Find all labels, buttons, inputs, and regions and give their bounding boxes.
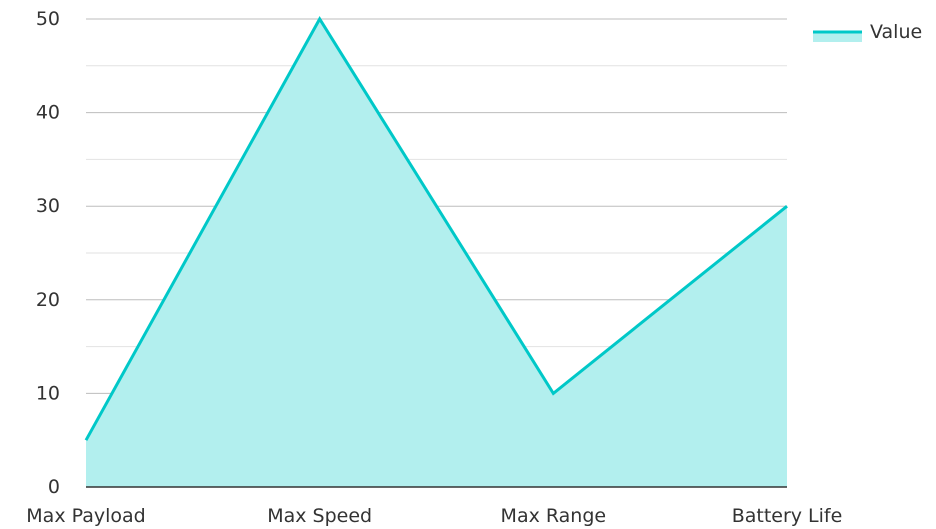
series-area-layer (84, 16, 788, 487)
y-tick-label: 30 (36, 195, 60, 217)
series-line (84, 16, 788, 441)
series-area-fill (86, 19, 787, 487)
legend: Value (813, 21, 922, 43)
x-axis-ticks: Max Payload Max Speed Max Range Battery Lif… (26, 505, 842, 527)
y-tick-label: 10 (36, 382, 60, 404)
y-tick-label: 0 (48, 476, 60, 498)
x-tick-label: Max Speed (267, 505, 372, 527)
legend-swatch-fill (813, 32, 862, 42)
x-tick-label: Max Payload (26, 505, 145, 527)
y-axis-ticks: 0 10 20 30 40 50 (36, 8, 60, 498)
x-tick-label: Battery Life (732, 505, 843, 527)
legend-label: Value (870, 21, 922, 43)
y-tick-label: 20 (36, 289, 60, 311)
x-tick-label: Max Range (501, 505, 607, 527)
y-tick-label: 50 (36, 8, 60, 30)
y-tick-label: 40 (36, 102, 60, 124)
